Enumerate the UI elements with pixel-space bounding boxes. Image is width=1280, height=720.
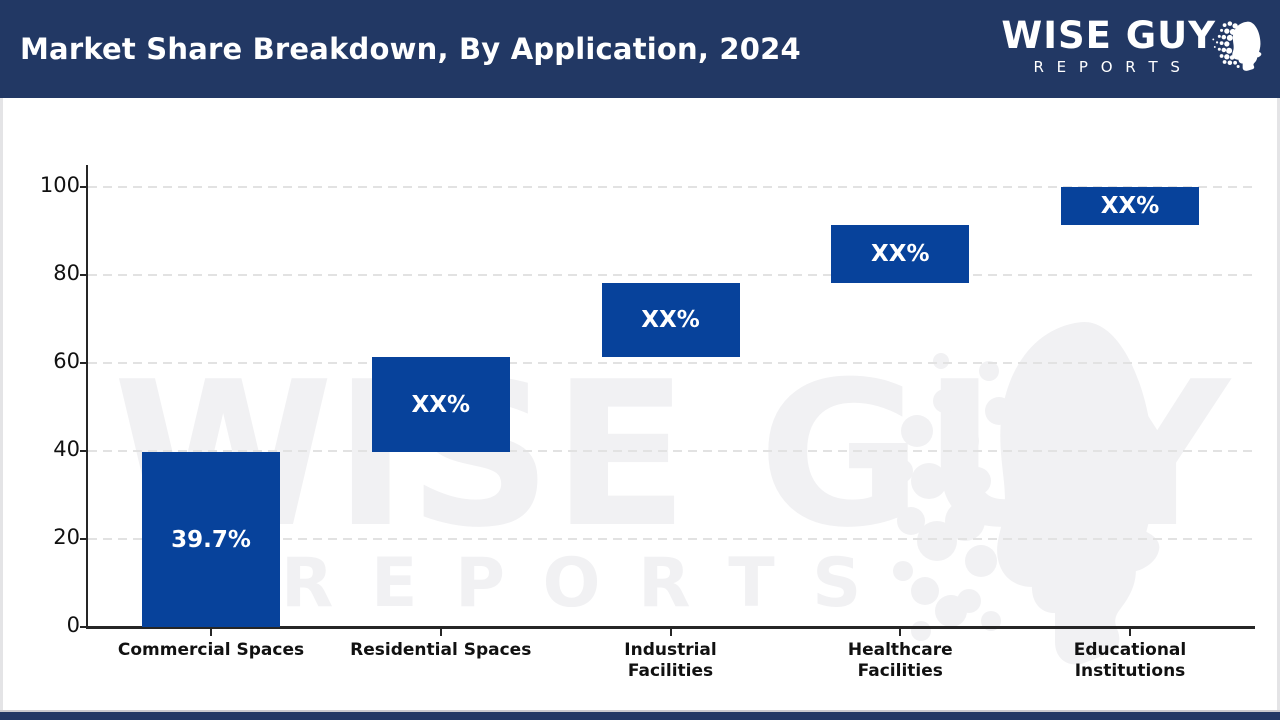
- x-tick-label-residential-spaces: Residential Spaces: [350, 640, 532, 660]
- x-tick-industrial-facilities: [669, 629, 672, 636]
- x-tick-label-commercial-spaces: Commercial Spaces: [117, 640, 305, 660]
- y-tick-label-0: 0: [66, 613, 80, 637]
- bar-educational-institutions: XX%: [1061, 187, 1199, 225]
- x-tick-healthcare-facilities: [899, 629, 902, 636]
- y-tick-0: [80, 626, 88, 628]
- brand-logo: WISE GUY R E P O R T S: [1001, 8, 1266, 84]
- y-axis-line: [86, 165, 88, 629]
- x-tick-label-educational-institutions: Educational Institutions: [1073, 640, 1187, 682]
- y-tick-label-40: 40: [53, 437, 80, 461]
- bar-residential-spaces: XX%: [371, 357, 510, 453]
- bar-value-label-residential-spaces: XX%: [411, 391, 470, 418]
- bar-healthcare-facilities: XX%: [831, 224, 970, 283]
- y-tick-label-20: 20: [53, 525, 80, 549]
- y-tick-label-60: 60: [53, 349, 80, 373]
- bar-value-label-industrial-facilities: XX%: [641, 307, 700, 334]
- y-tick-label-100: 100: [39, 173, 80, 197]
- page-title: Market Share Breakdown, By Application, …: [20, 32, 801, 66]
- bar-value-label-educational-institutions: XX%: [1100, 192, 1160, 219]
- y-tick-20: [80, 538, 88, 540]
- x-tick-commercial-spaces: [210, 629, 212, 636]
- y-tick-80: [80, 274, 88, 276]
- y-tick-100: [80, 186, 88, 188]
- gridline-80: [88, 274, 1255, 276]
- gridline-100: [88, 186, 1255, 188]
- x-tick-educational-institutions: [1129, 629, 1131, 636]
- bar-value-label-commercial-spaces: 39.7%: [171, 526, 251, 553]
- bar-industrial-facilities: XX%: [601, 282, 740, 358]
- x-axis-line: [86, 626, 1255, 629]
- watermark-subtitle: R E P O R T S: [281, 544, 869, 623]
- gridline-40: [88, 450, 1255, 452]
- x-tick-residential-spaces: [439, 629, 442, 636]
- gridline-20: [88, 538, 1255, 540]
- header-bar: Market Share Breakdown, By Application, …: [0, 0, 1280, 98]
- x-tick-label-industrial-facilities: Industrial Facilities: [624, 640, 717, 682]
- brand-subtitle: R E P O R T S: [1033, 57, 1184, 76]
- bar-commercial-spaces: 39.7%: [142, 452, 280, 627]
- bar-value-label-healthcare-facilities: XX%: [870, 240, 930, 267]
- brand-head-icon: [1212, 21, 1262, 71]
- brand-name: WISE GUY: [1001, 13, 1216, 57]
- y-tick-label-80: 80: [53, 261, 80, 285]
- y-tick-60: [80, 362, 88, 364]
- x-tick-label-healthcare-facilities: Healthcare Facilities: [847, 640, 953, 682]
- y-tick-40: [80, 450, 88, 452]
- footer-bar: [0, 710, 1280, 720]
- gridline-60: [88, 362, 1255, 364]
- brand-wordmark: WISE GUY R E P O R T S: [1001, 17, 1216, 76]
